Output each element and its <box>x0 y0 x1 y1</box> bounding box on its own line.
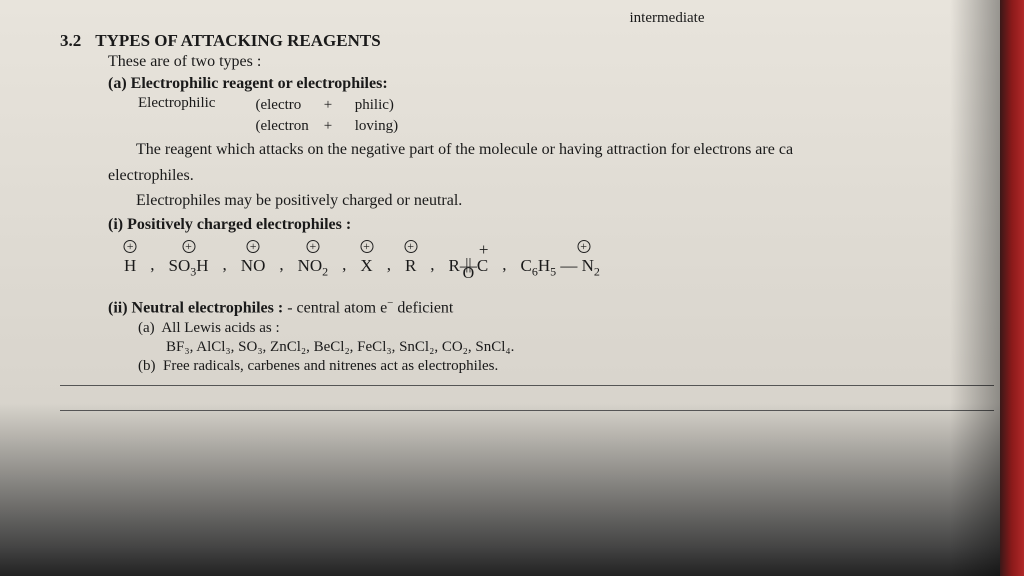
ion-no: +NO <box>241 242 266 276</box>
sub-a-label: (a) <box>138 320 155 336</box>
para-charge: Electrophiles may be positively charged … <box>108 190 994 212</box>
ion-x: +X <box>360 242 372 276</box>
etym1-mid: + <box>324 97 332 113</box>
ion-c6h5n2: C6H5 — +N2 <box>520 242 599 279</box>
lewis-acid-list: BF₃, AlCl₃, SO₃, ZnCl₂, BeCl₂, FeCl₃, Sn… <box>166 339 994 356</box>
item-i-title: Positively charged electrophiles : <box>127 216 351 233</box>
ion-h: +H <box>124 242 136 276</box>
item-a-title: Electrophilic reagent or electrophiles: <box>131 75 388 92</box>
sub-a-text: All Lewis acids as : <box>161 320 279 336</box>
item-ii-label: (ii) <box>108 300 128 317</box>
item-i: (i) Positively charged electrophiles : <box>108 216 994 234</box>
etym-breakdown: (electro + philic) (electron + loving) <box>255 95 398 137</box>
intermediate-label: intermediate <box>340 10 994 27</box>
etym2-left: (electron <box>255 118 308 134</box>
ruled-lines <box>60 385 994 411</box>
section-number: 3.2 <box>60 31 81 51</box>
sub-a: (a) All Lewis acids as : <box>138 320 994 337</box>
item-a: (a) Electrophilic reagent or electrophil… <box>108 75 994 93</box>
section-header: 3.2 TYPES OF ATTACKING REAGENTS <box>60 31 994 51</box>
etym-word: Electrophilic <box>138 95 215 137</box>
book-edge <box>1000 0 1024 576</box>
ion-acyl: R—+C ||O <box>449 242 489 276</box>
sub-b: (b) Free radicals, carbenes and nitrenes… <box>138 358 994 375</box>
etym1-right: philic) <box>355 97 394 113</box>
etym2-mid: + <box>324 118 332 134</box>
item-ii: (ii) Neutral electrophiles : - central a… <box>108 297 994 317</box>
item-i-label: (i) <box>108 216 123 233</box>
item-ii-rest2: deficient <box>393 300 453 317</box>
page-shadow <box>950 0 1000 576</box>
item-ii-title: Neutral electrophiles : <box>132 300 284 317</box>
para-reagent-cont: electrophiles. <box>108 165 994 187</box>
sub-b-label: (b) <box>138 358 156 374</box>
para-reagent: The reagent which attacks on the negativ… <box>108 139 994 161</box>
formula-row: +H, +SO3H, +NO, +NO2, +X, +R, R—+C ||O ,… <box>124 242 994 279</box>
item-ii-rest: - central atom e <box>287 300 387 317</box>
sub-b-text: Free radicals, carbenes and nitrenes act… <box>163 358 498 374</box>
etym1-left: (electro <box>255 97 301 113</box>
etymology-block: Electrophilic (electro + philic) (electr… <box>138 95 994 137</box>
section-subtitle: These are of two types : <box>108 53 994 71</box>
ion-so3h: +SO3H <box>169 242 209 279</box>
item-a-label: (a) <box>108 75 127 92</box>
ion-no2: +NO2 <box>298 242 329 279</box>
etym2-right: loving) <box>355 118 398 134</box>
section-title: TYPES OF ATTACKING REAGENTS <box>95 31 380 51</box>
ion-r: +R <box>405 242 416 276</box>
